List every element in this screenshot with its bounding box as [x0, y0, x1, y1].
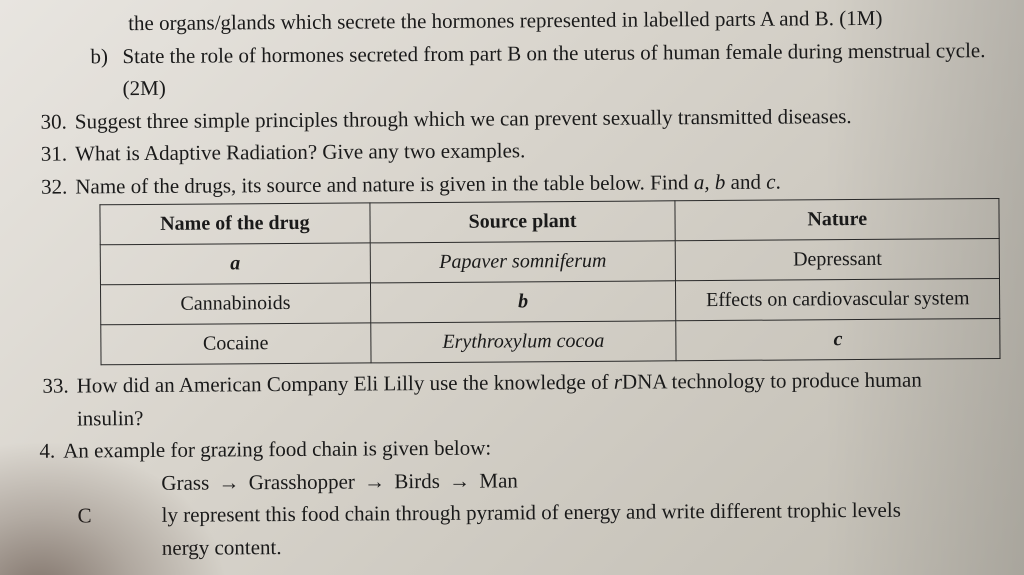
chain-item: Man — [479, 468, 518, 492]
arrow-icon: → — [445, 469, 474, 493]
q31-text: What is Adaptive Radiation? Give any two… — [75, 135, 525, 171]
sub-text-b: State the role of hormones secreted from… — [122, 34, 996, 105]
q32-dot: . — [775, 169, 780, 193]
q33-p2: DNA technology to produce human — [622, 368, 922, 394]
q32-intro: Name of the drugs, its source and nature… — [75, 170, 694, 198]
arrow-icon: → — [214, 470, 243, 494]
q34-last-line: nergy content. — [32, 526, 1000, 565]
q30-text: Suggest three simple principles through … — [75, 100, 852, 138]
q32-text: Name of the drugs, its source and nature… — [75, 165, 781, 202]
table-row: a Papaver somniferum Depressant — [100, 239, 999, 285]
question-30: 30. Suggest three simple principles thro… — [29, 99, 997, 138]
table-row: Name of the drug Source plant Nature — [100, 199, 999, 245]
table-cell: b — [370, 281, 676, 323]
table-header: Nature — [675, 199, 999, 241]
table-cell: Cannabinoids — [100, 283, 370, 325]
q33-number: 33. — [31, 370, 77, 403]
table-cell: Cocaine — [101, 323, 371, 365]
table-cell: a — [100, 243, 370, 285]
q34-number: 4. — [31, 435, 63, 468]
table-cell: Papaver somniferum — [370, 241, 676, 283]
table-cell: c — [676, 319, 1000, 361]
q32-vars: a, b — [694, 170, 726, 194]
table-row: Cannabinoids b Effects on cardiovascular… — [100, 279, 999, 325]
chain-item: Birds — [394, 469, 440, 493]
question-b: b) State the role of hormones secreted f… — [28, 34, 996, 106]
q34-text: An example for grazing food chain is giv… — [63, 432, 491, 468]
q31-number: 31. — [29, 138, 75, 171]
chain-item: Grasshopper — [249, 469, 355, 494]
q32-and: and — [725, 169, 766, 193]
q33-text: How did an American Company Eli Lilly us… — [77, 364, 922, 402]
document-page: the organs/glands which secrete the horm… — [0, 0, 1024, 566]
table-header: Name of the drug — [100, 203, 370, 245]
chain-item: Grass — [161, 470, 209, 494]
table-header: Source plant — [370, 201, 676, 243]
table-row: Cocaine Erythroxylum cocoa c — [101, 319, 1000, 365]
table-cell: Erythroxylum cocoa — [370, 321, 676, 363]
question-33: 33. How did an American Company Eli Lill… — [31, 363, 999, 402]
question-32: 32. Name of the drugs, its source and na… — [29, 164, 997, 203]
q34-sub-c: C ly represent this food chain through p… — [31, 494, 999, 533]
table-cell: Effects on cardiovascular system — [676, 279, 1000, 321]
q34-c-label: C — [77, 499, 161, 532]
q33-p1: How did an American Company Eli Lilly us… — [77, 370, 614, 398]
q32-number: 32. — [29, 170, 75, 203]
table-cell: Depressant — [676, 239, 1000, 281]
sub-label-b: b) — [90, 40, 122, 105]
arrow-icon: → — [360, 469, 389, 493]
drug-table: Name of the drug Source plant Nature a P… — [99, 198, 1000, 365]
q32-c: c — [766, 169, 775, 193]
q34-c-text: ly represent this food chain through pyr… — [161, 494, 900, 532]
q30-number: 30. — [29, 105, 75, 138]
